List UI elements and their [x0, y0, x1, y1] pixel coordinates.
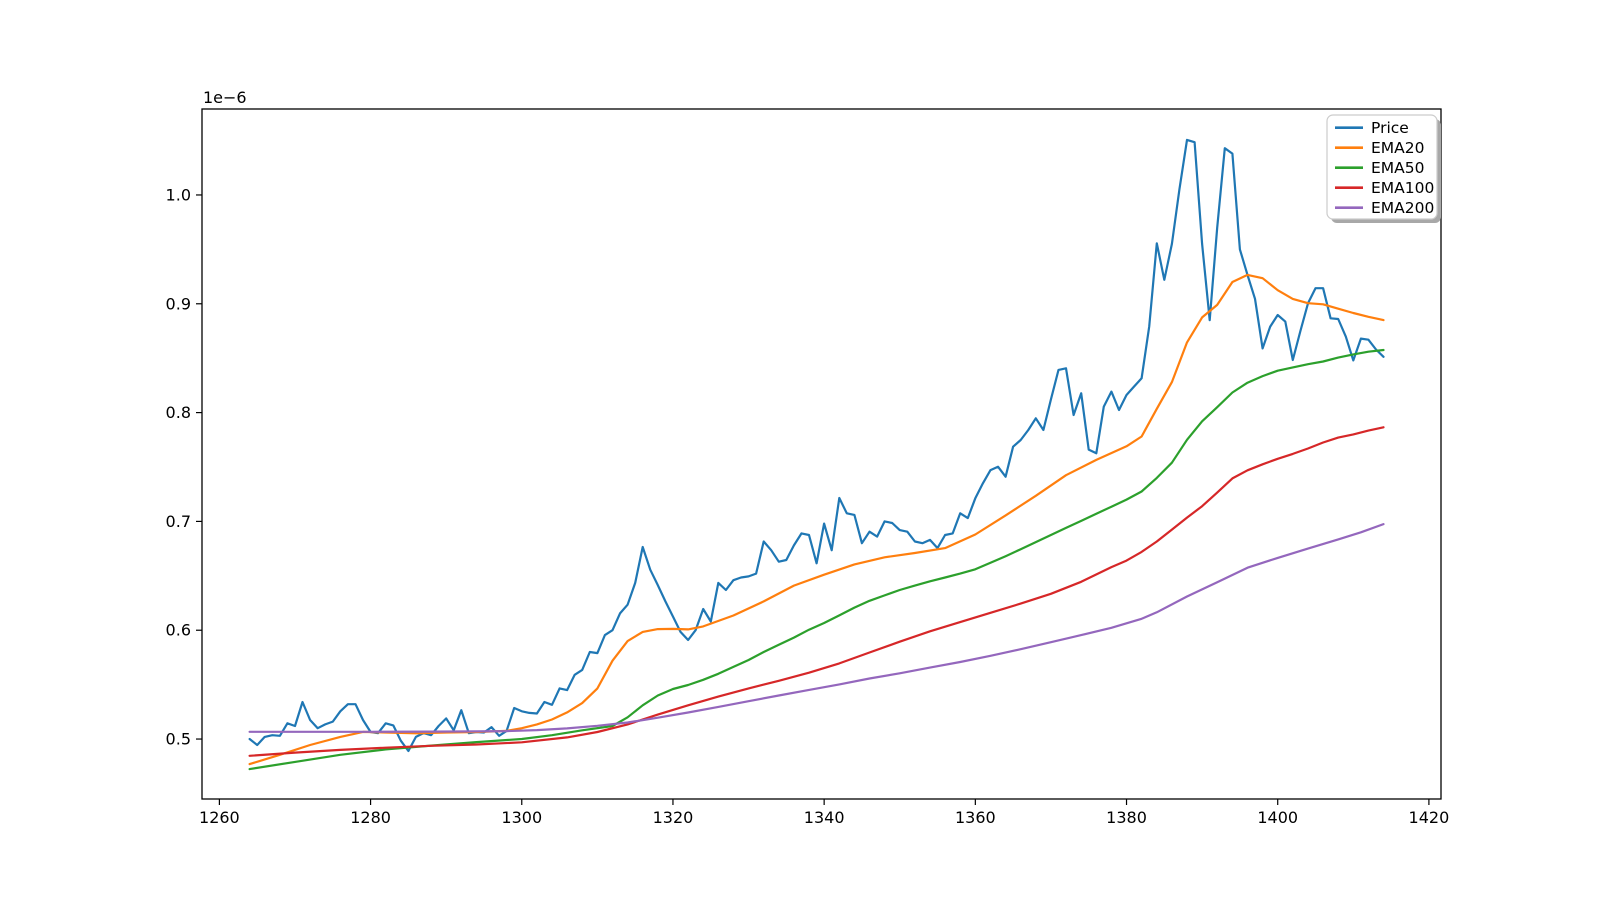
x-tick-label: 1380	[1106, 808, 1147, 827]
legend-label-ema200: EMA200	[1371, 199, 1434, 217]
legend-box	[1326, 114, 1438, 220]
legend: Price EMA20 EMA50 EMA100 EMA200	[1326, 114, 1441, 223]
y-tick-label: 0.9	[166, 294, 191, 313]
y-tick-label: 0.5	[166, 730, 191, 749]
legend-label-price: Price	[1371, 119, 1409, 137]
legend-label-ema50: EMA50	[1371, 159, 1425, 177]
x-tick-label: 1280	[350, 808, 391, 827]
x-tick-label: 1260	[199, 808, 240, 827]
x-tick-label: 1420	[1409, 808, 1450, 827]
data-series	[248, 138, 1385, 771]
x-tick-label: 1300	[501, 808, 542, 827]
price-line	[248, 138, 1385, 753]
ema100-line	[248, 426, 1385, 757]
y-tick-label: 0.8	[166, 403, 191, 422]
x-tick-label: 1400	[1257, 808, 1298, 827]
x-tick-label: 1340	[804, 808, 845, 827]
ema200-line	[248, 522, 1385, 733]
x-tick-label: 1320	[653, 808, 694, 827]
y-tick-label: 1.0	[166, 185, 191, 204]
x-tick-label: 1360	[955, 808, 996, 827]
y-axis-offset-label: 1e−6	[203, 88, 247, 107]
axis-ticks: 1260 1280 1300 1320 1340 1360 1380 1400 1420 0.5 0…	[166, 185, 1450, 827]
y-tick-label: 0.6	[166, 621, 191, 640]
ema50-line	[248, 348, 1385, 771]
legend-label-ema100: EMA100	[1371, 179, 1434, 197]
plot-border	[201, 108, 1442, 800]
y-tick-label: 0.7	[166, 512, 191, 531]
legend-label-ema20: EMA20	[1371, 139, 1425, 157]
